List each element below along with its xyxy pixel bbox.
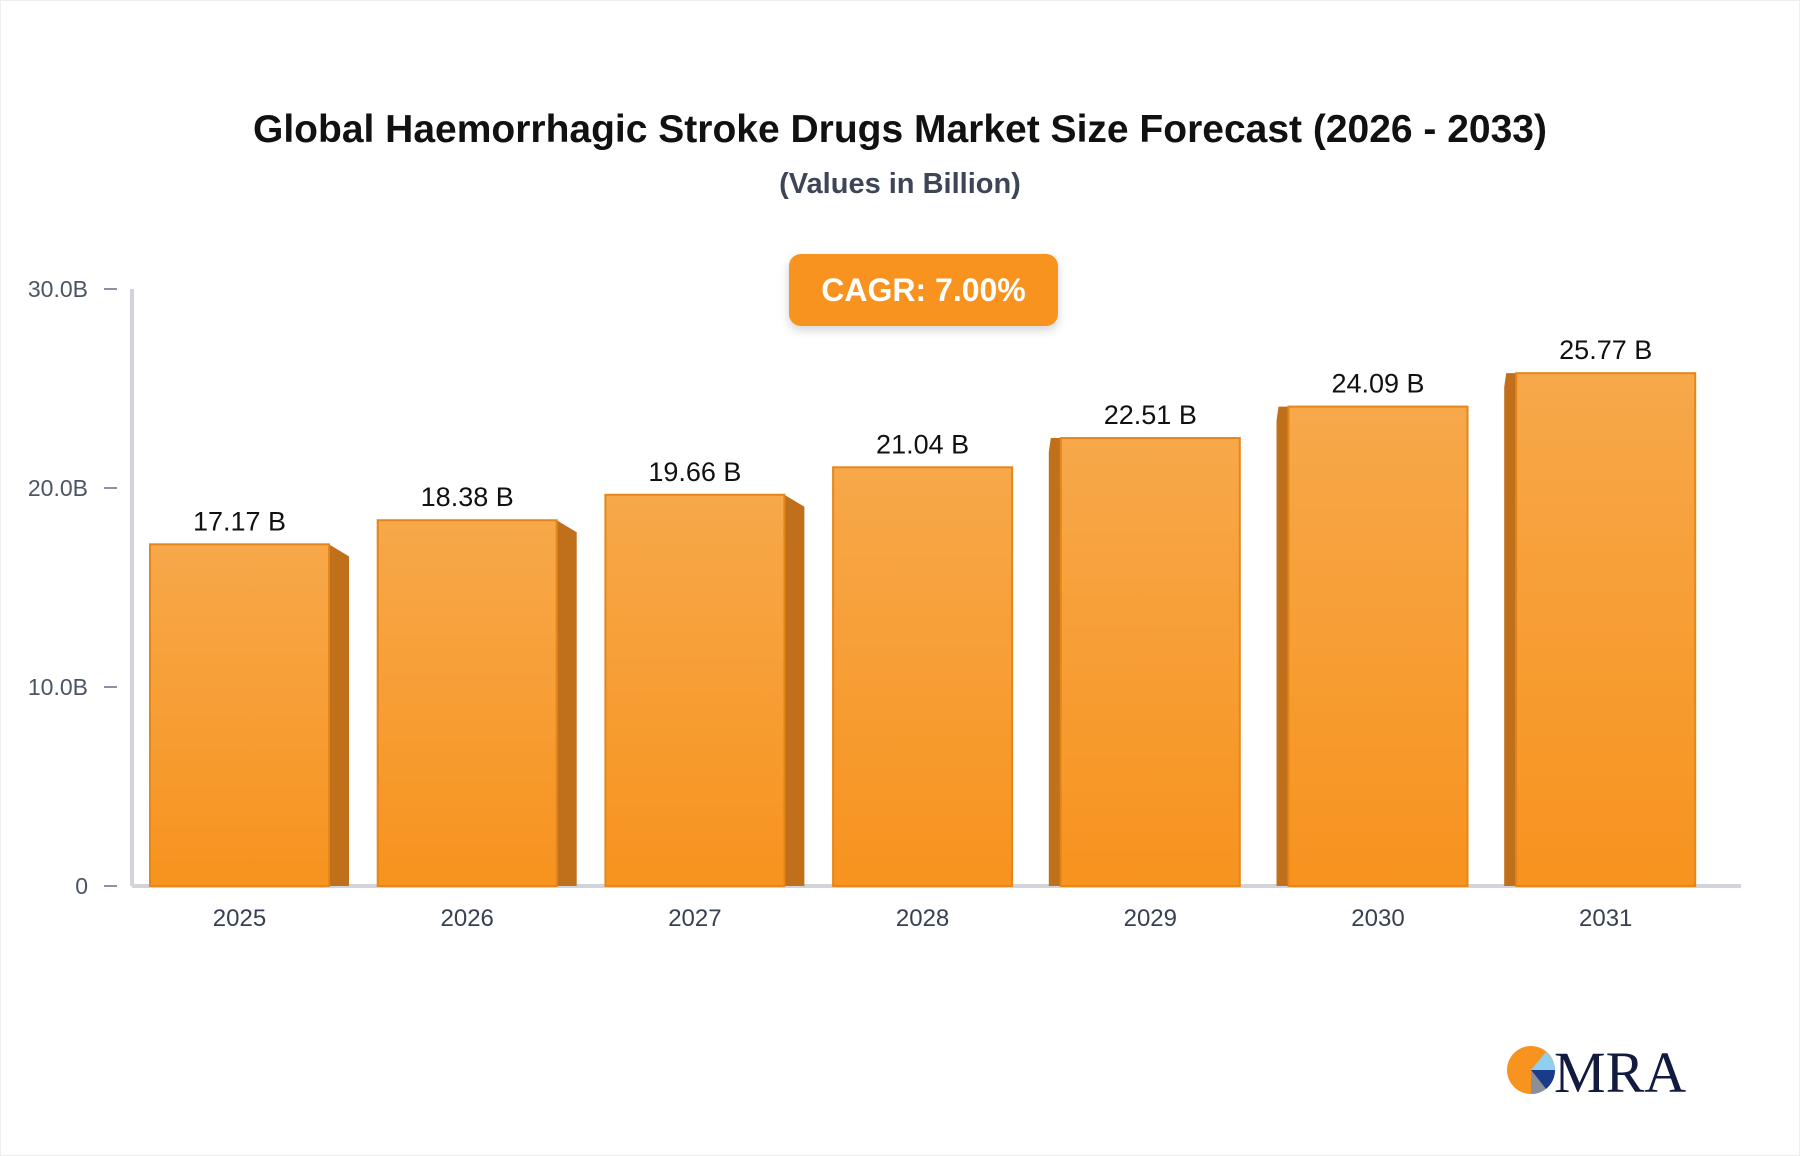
bar-side xyxy=(784,494,805,886)
bar xyxy=(1287,405,1469,887)
x-tick-label: 2029 xyxy=(1124,905,1177,932)
bar-side xyxy=(1048,438,1061,886)
data-label: 21.04 B xyxy=(876,429,969,459)
svg-text:MRA: MRA xyxy=(1554,1040,1686,1100)
bar-group: 18.38 B 2026 xyxy=(376,482,577,932)
bar xyxy=(149,543,330,888)
y-tick-label: 20.0B xyxy=(28,475,88,501)
data-label: 18.38 B xyxy=(421,482,514,512)
bar-side xyxy=(329,544,349,886)
bar-side xyxy=(1276,406,1289,886)
mra-logo: MRA xyxy=(1507,1040,1686,1100)
bar xyxy=(832,466,1014,887)
y-tick-label: 30.0B xyxy=(28,276,88,302)
data-label: 24.09 B xyxy=(1331,369,1424,399)
x-tick-label: 2030 xyxy=(1351,905,1404,932)
x-tick-label: 2028 xyxy=(896,905,949,932)
bar-side xyxy=(1504,373,1517,886)
chart-title: Global Haemorrhagic Stroke Drugs Market … xyxy=(253,108,1547,151)
bar-side xyxy=(556,520,577,886)
bar-group: 21.04 B 2028 xyxy=(832,429,1014,932)
bar-group: 25.77 B 2031 xyxy=(1504,335,1697,932)
y-tick-label: 10.0B xyxy=(28,674,88,700)
data-label: 22.51 B xyxy=(1104,400,1197,430)
data-label: 19.66 B xyxy=(648,457,741,487)
cagr-badge: CAGR: 7.00% xyxy=(789,254,1058,326)
bar xyxy=(1059,437,1241,887)
bar xyxy=(376,519,558,887)
bar-group: 17.17 B 2025 xyxy=(149,506,349,932)
bar-group: 24.09 B 2030 xyxy=(1276,369,1469,932)
x-tick-label: 2031 xyxy=(1579,905,1632,932)
x-tick-label: 2026 xyxy=(441,905,494,932)
data-label: 17.17 B xyxy=(193,506,286,536)
data-label: 25.77 B xyxy=(1559,335,1652,365)
bar-group: 19.66 B 2027 xyxy=(604,457,805,932)
chart-subtitle: (Values in Billion) xyxy=(779,168,1021,200)
x-tick-label: 2027 xyxy=(668,905,721,932)
y-tick-label: 0 xyxy=(75,873,88,899)
bar xyxy=(604,493,786,887)
bar-group: 22.51 B 2029 xyxy=(1048,400,1241,932)
bar xyxy=(1515,372,1697,887)
x-tick-label: 2025 xyxy=(213,905,266,932)
